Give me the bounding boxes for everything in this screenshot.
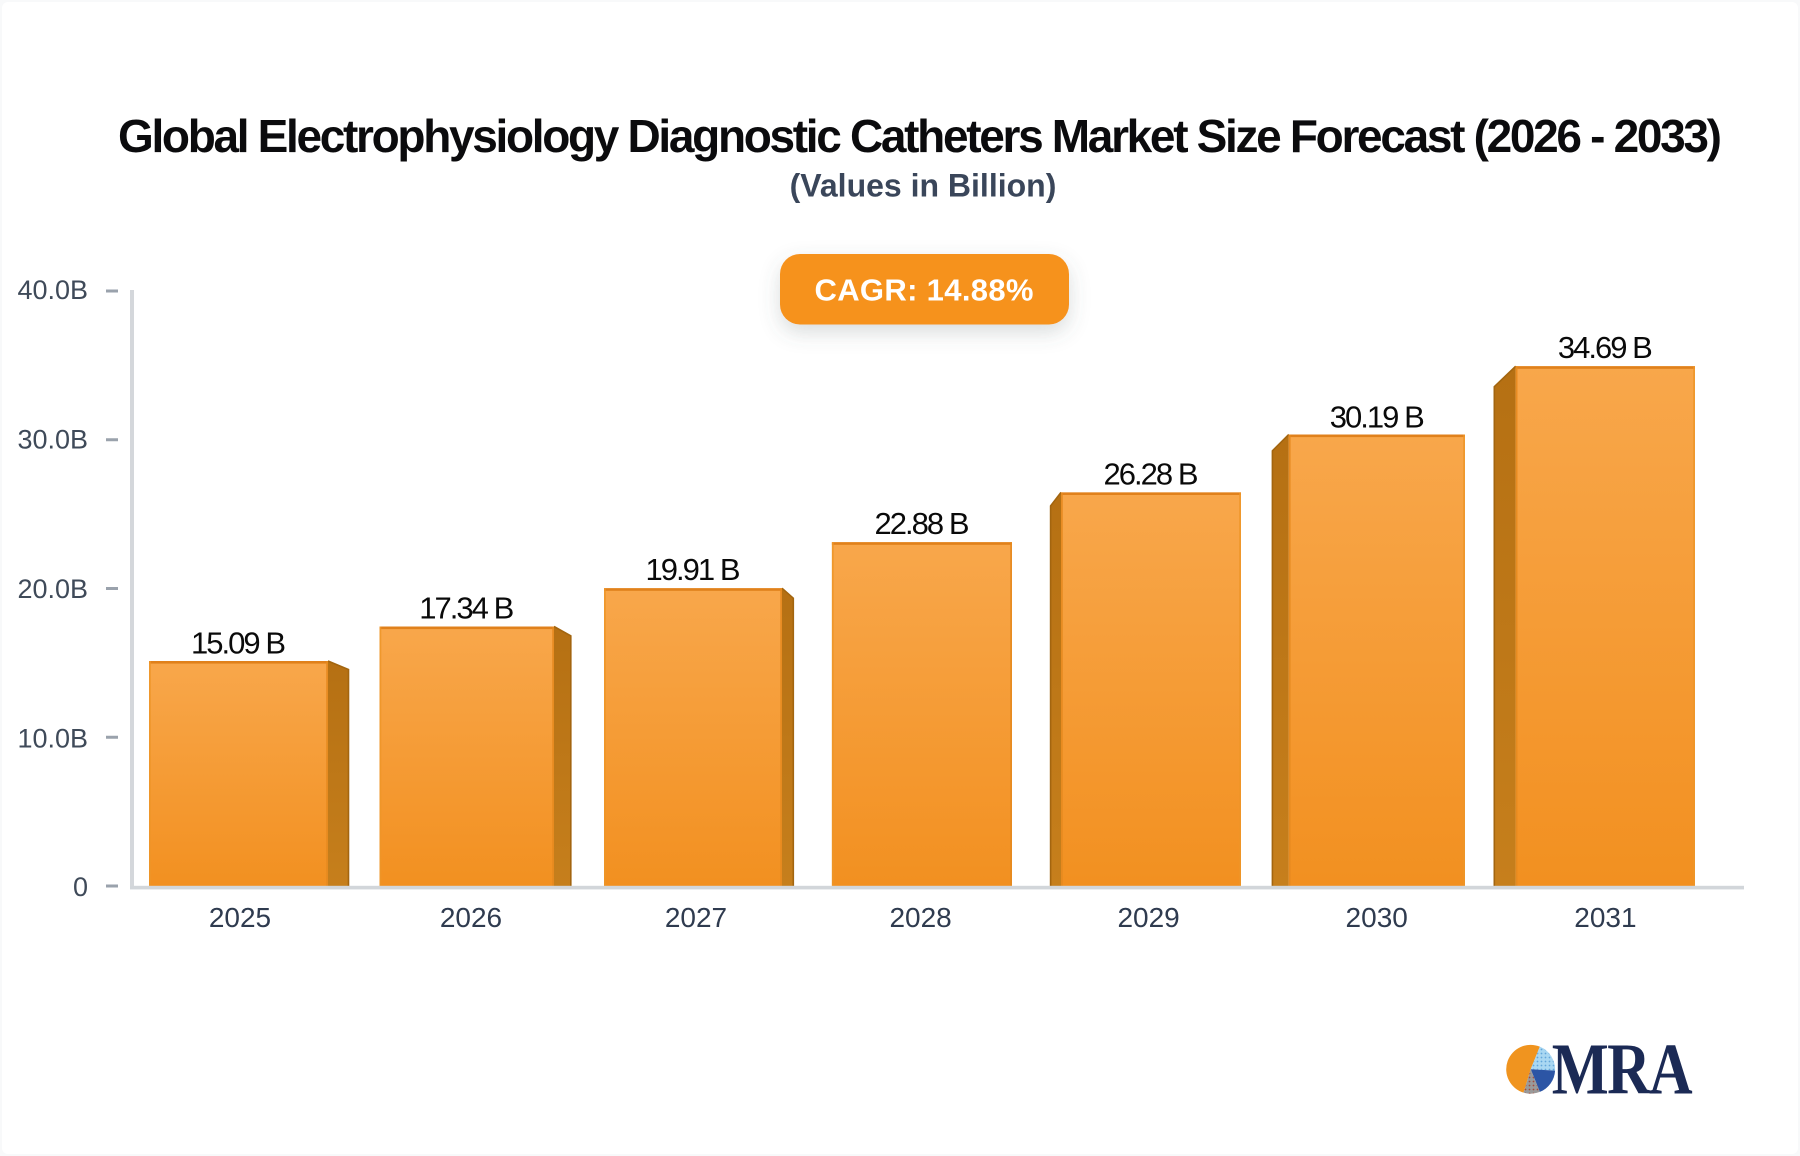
svg-text:2030: 2030 bbox=[1346, 902, 1408, 933]
svg-text:2026: 2026 bbox=[440, 902, 502, 933]
svg-text:0: 0 bbox=[73, 872, 88, 902]
svg-text:CAGR: 14.88%: CAGR: 14.88% bbox=[815, 273, 1034, 308]
svg-text:2028: 2028 bbox=[889, 902, 951, 933]
svg-text:19.91 B: 19.91 B bbox=[646, 552, 741, 587]
svg-text:30.19 B: 30.19 B bbox=[1330, 400, 1425, 435]
svg-text:26.28 B: 26.28 B bbox=[1104, 456, 1199, 491]
svg-text:MRA: MRA bbox=[1552, 1029, 1693, 1110]
svg-text:(Values in Billion): (Values in Billion) bbox=[790, 168, 1057, 204]
svg-text:20.0B: 20.0B bbox=[17, 574, 88, 604]
svg-text:2031: 2031 bbox=[1574, 902, 1636, 933]
svg-text:2025: 2025 bbox=[209, 902, 271, 933]
svg-text:17.34 B: 17.34 B bbox=[419, 591, 514, 626]
svg-text:2027: 2027 bbox=[665, 902, 727, 933]
svg-text:15.09 B: 15.09 B bbox=[191, 626, 286, 661]
svg-text:40.0B: 40.0B bbox=[17, 275, 88, 305]
svg-text:22.88 B: 22.88 B bbox=[875, 506, 970, 541]
svg-text:2029: 2029 bbox=[1117, 902, 1179, 933]
svg-text:34.69 B: 34.69 B bbox=[1558, 330, 1653, 365]
svg-text:Global Electrophysiology Diagn: Global Electrophysiology Diagnostic Cath… bbox=[118, 110, 1722, 162]
svg-text:10.0B: 10.0B bbox=[17, 724, 88, 754]
svg-text:30.0B: 30.0B bbox=[17, 425, 88, 455]
